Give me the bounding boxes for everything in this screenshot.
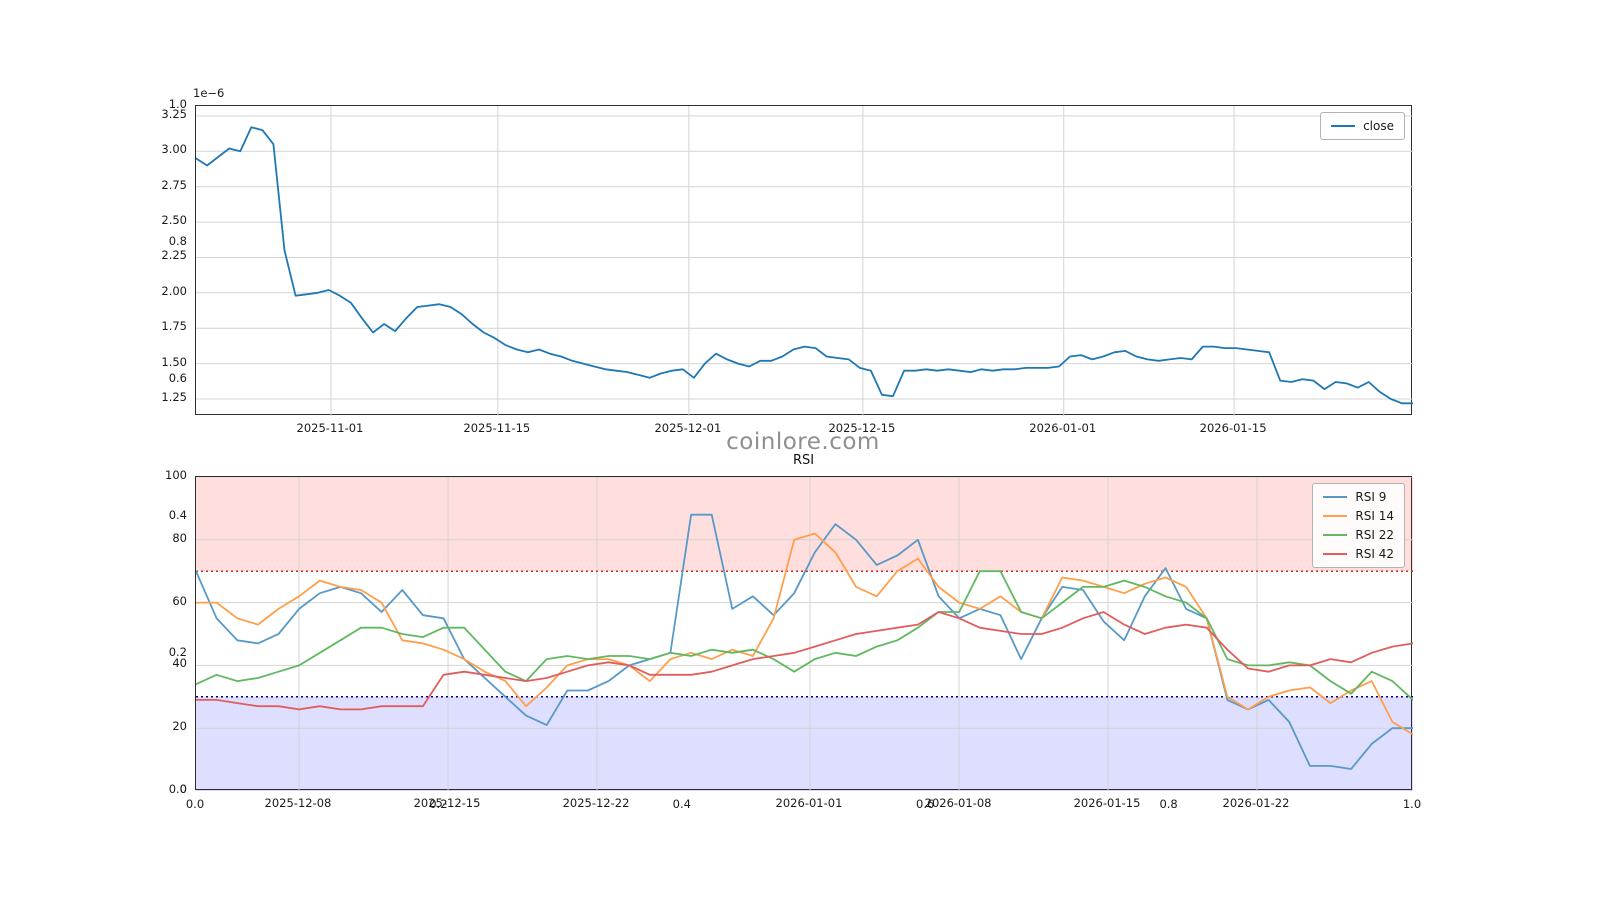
overlay-y-tick-label: 0.0	[168, 782, 187, 796]
legend: RSI 9 RSI 14 RSI 22 RSI 42	[1312, 483, 1405, 568]
x-tick-label: 2025-12-22	[562, 796, 630, 810]
overlay-x-tick-label: 0.2	[429, 797, 448, 811]
legend-line-sample	[1323, 534, 1348, 536]
legend-row: RSI 14	[1323, 509, 1394, 523]
y-tick-label: 0	[179, 782, 187, 796]
x-tick-label: 2025-12-01	[654, 421, 722, 435]
y-tick-label: 3.25	[161, 106, 187, 121]
legend-label: RSI 42	[1355, 547, 1394, 561]
legend-label: RSI 9	[1355, 490, 1387, 504]
overlay-y-tick-label: 1.0	[168, 97, 187, 111]
x-tick-label: 2026-01-01	[775, 796, 843, 810]
x-tick-label: 2025-12-08	[264, 796, 332, 810]
rsi-chart-title: RSI	[792, 453, 815, 468]
y-tick-label: 2.25	[161, 248, 187, 263]
legend-line-sample	[1331, 125, 1356, 127]
y-tick-label: 2.75	[161, 177, 187, 192]
x-tick-label: 2026-01-15	[1073, 796, 1141, 810]
series-rsi-42-line	[196, 611, 1413, 711]
legend-row: RSI 9	[1323, 490, 1394, 504]
overlay-x-tick-label: 1.0	[1402, 797, 1422, 811]
x-tick-label: 2025-11-01	[296, 421, 364, 435]
x-tick-label: 2026-01-08	[924, 796, 992, 810]
x-tick-label: 2026-01-22	[1222, 796, 1290, 810]
overlay-x-tick-label: 0.6	[916, 797, 935, 811]
legend-label: RSI 14	[1355, 509, 1394, 523]
y-tick-label: 40	[172, 656, 187, 671]
overbought-band	[196, 477, 1413, 572]
x-tick-label: 2025-11-15	[463, 421, 531, 435]
watermark: coinlore.com	[726, 429, 880, 455]
overlay-y-tick-label: 0.6	[168, 371, 187, 385]
overlay-y-tick-label: 0.2	[168, 645, 187, 659]
overlay-x-tick-label: 0.0	[185, 797, 205, 811]
y-axis-offset-text: 1e−6	[193, 86, 225, 100]
y-tick-label: 1.75	[161, 319, 187, 334]
oversold-band	[196, 696, 1413, 791]
series-close-line	[196, 126, 1413, 405]
legend-row: close	[1331, 119, 1394, 133]
x-tick-label: 2026-01-01	[1029, 421, 1097, 435]
y-tick-label: 2.00	[161, 283, 187, 298]
y-tick-label: 1.25	[161, 390, 187, 404]
legend-label: close	[1363, 119, 1394, 133]
rsi-plot-area	[196, 477, 1413, 791]
legend: close	[1320, 112, 1405, 140]
legend-line-sample	[1323, 515, 1348, 517]
overlay-x-tick-label: 0.8	[1159, 797, 1178, 811]
series-rsi-22-line	[196, 570, 1413, 701]
legend-row: RSI 42	[1323, 547, 1394, 561]
y-tick-label: 2.50	[161, 213, 187, 228]
y-tick-label: 100	[165, 468, 187, 482]
y-tick-label: 20	[172, 719, 187, 734]
x-tick-label: 2026-01-15	[1199, 421, 1267, 435]
overlay-x-tick-label: 0.4	[672, 797, 691, 811]
overlay-y-tick-label: 0.4	[168, 508, 187, 522]
legend-line-sample	[1323, 553, 1348, 555]
y-tick-label: 60	[172, 593, 187, 608]
y-tick-label: 1.50	[161, 354, 187, 369]
y-tick-label: 80	[172, 530, 187, 545]
legend-line-sample	[1323, 496, 1348, 498]
x-tick-label: 2025-12-15	[828, 421, 896, 435]
rsi-chart	[195, 476, 1413, 791]
x-tick-label: 2025-12-15	[413, 796, 481, 810]
legend-row: RSI 22	[1323, 528, 1394, 542]
y-tick-label: 3.00	[161, 142, 187, 157]
price-chart	[195, 105, 1413, 416]
legend-label: RSI 22	[1355, 528, 1394, 542]
overlay-y-tick-label: 0.8	[168, 234, 187, 248]
price-plot-area	[196, 106, 1413, 416]
